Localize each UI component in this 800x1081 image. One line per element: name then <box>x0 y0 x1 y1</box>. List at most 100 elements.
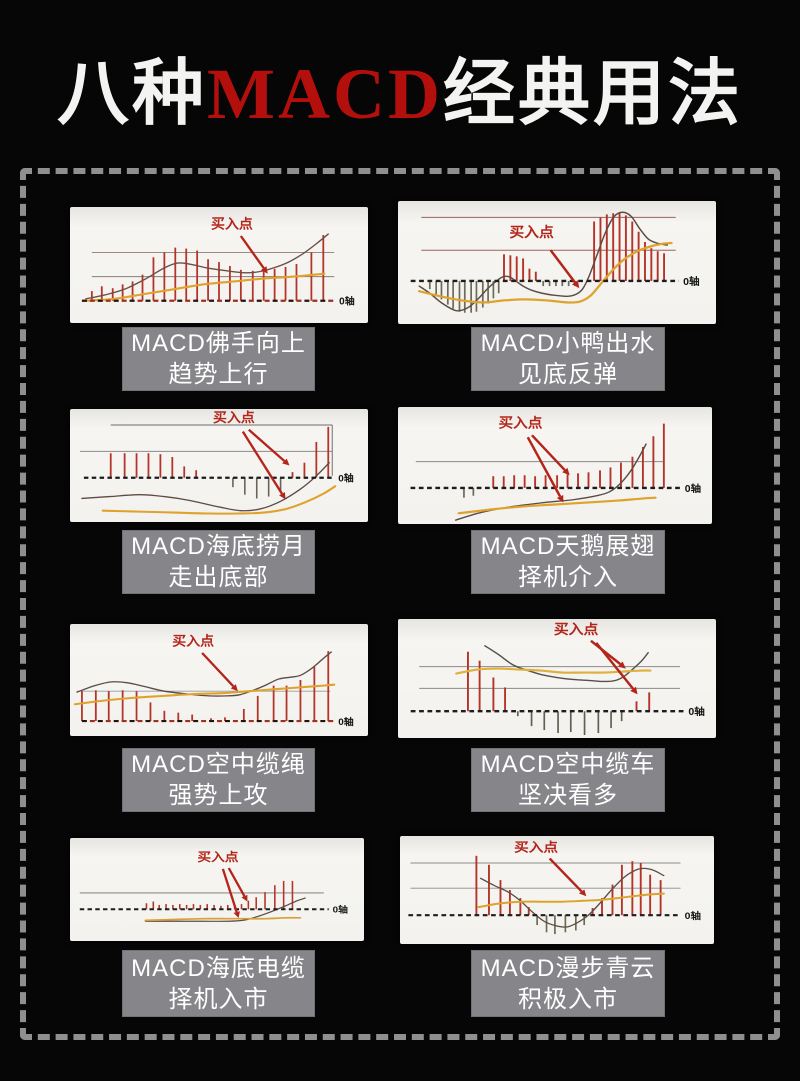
caption-line1: MACD佛手向上 <box>131 330 306 357</box>
buy-point-label: 买入点 <box>509 224 554 241</box>
buy-point-label: 买入点 <box>514 839 558 854</box>
dif-curve <box>479 867 665 928</box>
zero-axis-label: 0轴 <box>338 473 354 485</box>
chart-panel-5: 0轴 买入点 <box>70 624 368 736</box>
buy-arrowhead <box>282 458 290 466</box>
buy-point-label: 买入点 <box>554 621 599 637</box>
caption-line2: 见底反弹 <box>518 361 618 388</box>
buy-arrow <box>526 436 562 497</box>
dea-curve <box>457 496 657 515</box>
caption-line1: MACD空中缆绳 <box>131 751 306 778</box>
buy-point-label: 买入点 <box>211 215 253 231</box>
buy-arrowhead <box>562 467 570 476</box>
caption-line1: MACD海底捞月 <box>131 533 306 560</box>
caption-line1: MACD小鸭出水 <box>480 330 656 357</box>
buy-arrowhead <box>260 266 268 274</box>
chart-panel-4: 0轴 买入点 <box>398 407 712 524</box>
chart-caption-6: MACD空中缆车 坚决看多 <box>471 748 665 812</box>
chart-panel-8: 0轴 买入点 <box>400 836 714 944</box>
dashed-border-frame <box>20 168 780 1040</box>
caption-line2: 趋势上行 <box>168 361 269 388</box>
title-prefix: 八种 <box>57 54 208 134</box>
chart-caption-3: MACD海底捞月 走出底部 <box>122 530 315 594</box>
caption-line2: 择机介入 <box>518 564 618 591</box>
caption-line2: 积极入市 <box>518 985 618 1013</box>
dea-curve <box>455 667 652 675</box>
chart-caption-1: MACD佛手向上 趋势上行 <box>122 327 315 391</box>
caption-line1: MACD天鹅展翅 <box>480 533 656 560</box>
macd-chart-svg-6: 0轴 买入点 <box>410 621 705 736</box>
poster-title: 八种MACD经典用法 <box>0 44 800 144</box>
dif-curve <box>418 211 668 312</box>
buy-arrowhead <box>279 492 286 500</box>
dea-curve <box>84 272 326 302</box>
title-macd: MACD <box>207 54 443 134</box>
buy-arrow <box>239 235 265 269</box>
buy-arrow <box>548 857 583 893</box>
buy-arrow <box>549 249 576 284</box>
zero-axis-label: 0轴 <box>685 482 701 495</box>
buy-arrowhead <box>571 280 580 289</box>
caption-line2: 择机入市 <box>168 985 269 1013</box>
caption-line1: MACD空中缆车 <box>480 751 656 778</box>
buy-arrowhead <box>578 889 587 897</box>
macd-chart-svg-8: 0轴 买入点 <box>408 839 702 935</box>
buy-arrow <box>201 652 235 688</box>
dea-curve <box>101 485 337 515</box>
buy-arrowhead <box>233 911 240 918</box>
buy-arrow <box>227 867 246 897</box>
zero-axis-label: 0轴 <box>685 910 702 922</box>
buy-arrowhead <box>230 684 238 692</box>
dif-curve <box>85 233 329 300</box>
buy-point-label: 买入点 <box>172 633 214 648</box>
caption-line2: 走出底部 <box>168 564 269 591</box>
title-suffix: 经典用法 <box>442 54 743 134</box>
caption-line1: MACD海底电缆 <box>131 954 306 982</box>
buy-point-label: 买入点 <box>197 850 238 864</box>
buy-arrowhead <box>630 686 638 695</box>
chart-caption-8: MACD漫步青云 积极入市 <box>471 950 665 1017</box>
dea-curve <box>73 683 336 706</box>
buy-arrow <box>595 642 635 690</box>
dif-curve <box>81 462 330 512</box>
zero-axis-label: 0轴 <box>688 706 704 719</box>
caption-line2: 强势上攻 <box>168 782 269 809</box>
buy-arrowhead <box>556 494 564 503</box>
zero-axis-label: 0轴 <box>683 275 699 288</box>
macd-chart-svg-7: 0轴 买入点 <box>79 850 348 922</box>
zero-axis-label: 0轴 <box>333 904 348 914</box>
dif-curve <box>484 645 649 683</box>
chart-panel-2: 0轴 买入点 <box>398 201 716 324</box>
chart-panel-3: 0轴 买入点 <box>70 409 368 522</box>
dea-curve <box>418 241 673 304</box>
chart-caption-2: MACD小鸭出水 见底反弹 <box>471 327 665 391</box>
buy-arrowhead <box>617 661 626 669</box>
chart-panel-7: 0轴 买入点 <box>70 838 364 941</box>
buy-point-label: 买入点 <box>498 415 542 431</box>
chart-caption-7: MACD海底电缆 择机入市 <box>122 950 315 1017</box>
macd-chart-svg-5: 0轴 买入点 <box>73 633 354 728</box>
buy-arrow <box>590 639 622 665</box>
dif-curve <box>76 651 332 697</box>
macd-chart-svg-1: 0轴 买入点 <box>81 215 355 308</box>
caption-line1: MACD漫步青云 <box>480 954 656 982</box>
chart-caption-5: MACD空中缆绳 强势上攻 <box>122 748 315 812</box>
buy-point-label: 买入点 <box>213 410 255 426</box>
dea-curve <box>144 916 302 922</box>
buy-arrow <box>221 868 238 913</box>
chart-panel-1: 0轴 买入点 <box>70 207 368 323</box>
macd-chart-svg-4: 0轴 买入点 <box>410 415 701 521</box>
buy-arrow <box>247 428 286 462</box>
macd-chart-svg-2: 0轴 买入点 <box>410 211 700 313</box>
caption-line2: 坚决看多 <box>518 782 618 809</box>
buy-arrowhead <box>241 894 248 902</box>
chart-panel-6: 0轴 买入点 <box>398 619 716 738</box>
zero-axis-label: 0轴 <box>338 716 354 728</box>
chart-caption-4: MACD天鹅展翅 择机介入 <box>471 530 665 594</box>
buy-arrow <box>531 434 566 471</box>
buy-arrow <box>241 431 284 495</box>
dea-curve <box>477 892 665 909</box>
macd-chart-svg-3: 0轴 买入点 <box>79 410 354 515</box>
zero-axis-label: 0轴 <box>339 295 355 308</box>
